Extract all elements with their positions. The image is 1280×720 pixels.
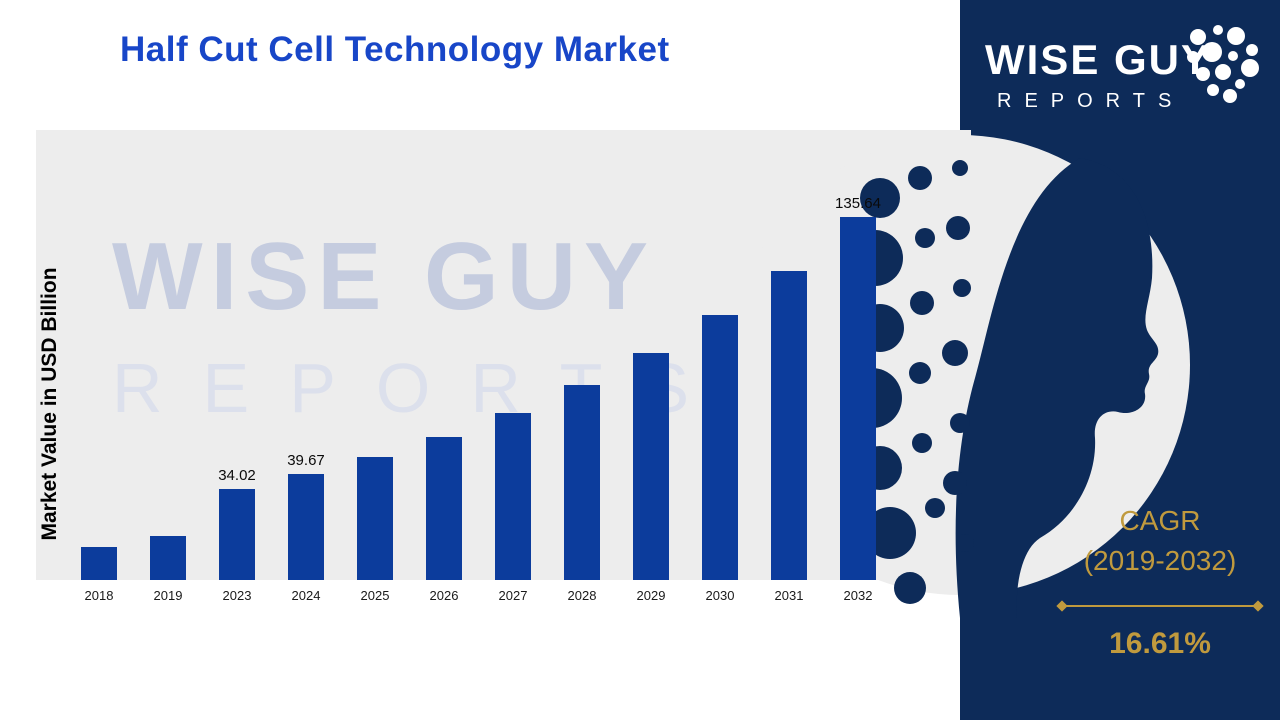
bar-column: 39.67 2024 (277, 130, 335, 604)
bar (840, 217, 876, 580)
bar (81, 547, 117, 580)
x-axis-tick-label: 2031 (774, 588, 804, 603)
bar-column: 2027 (484, 130, 542, 604)
cagr-label: CAGR (1119, 505, 1201, 536)
logo-head-icon (1187, 25, 1259, 103)
bar-column: 34.02 2023 (208, 130, 266, 604)
x-axis-tick-label: 2026 (429, 588, 459, 603)
cagr-period: (2019-2032) (1083, 545, 1237, 576)
cagr-value: 16.61% (1109, 627, 1211, 660)
x-axis-tick-label: 2028 (567, 588, 597, 603)
bar-column: 2028 (553, 130, 611, 604)
bar-column: 2019 (139, 130, 197, 604)
x-axis-tick-label: 2024 (291, 588, 321, 603)
bar-column: 2018 (70, 130, 128, 604)
x-axis-tick-label: 2023 (222, 588, 252, 603)
bar (495, 413, 531, 580)
bar-chart: 2018 2019 34.02 2023 39.67 2024 2025 2026 2027 20… (70, 130, 887, 604)
divider-line (1060, 605, 1260, 607)
bar-value-label: 135.64 (835, 195, 881, 212)
x-axis-tick-label: 2030 (705, 588, 735, 603)
x-axis-tick-label: 2027 (498, 588, 528, 603)
bar-column: 2025 (346, 130, 404, 604)
bar (633, 353, 669, 580)
bar-column: 2030 (691, 130, 749, 604)
bar-value-label: 34.02 (218, 467, 256, 484)
logo-subtitle: REPORTS (997, 90, 1185, 112)
bar (426, 437, 462, 580)
bar-column: 135.64 2032 (829, 130, 887, 604)
x-axis-tick-label: 2019 (153, 588, 183, 603)
bar (288, 474, 324, 580)
logo: WISE GUY REPORTS (985, 36, 1211, 113)
bar (771, 271, 807, 580)
page-title: Half Cut Cell Technology Market (120, 30, 670, 69)
bar (357, 457, 393, 580)
x-axis-tick-label: 2029 (636, 588, 666, 603)
y-axis-label: Market Value in USD Billion (38, 267, 61, 541)
head-silhouette-decoration (850, 158, 1159, 618)
logo-wordmark: WISE GUY (985, 36, 1212, 83)
bar-column: 2029 (622, 130, 680, 604)
bar-column: 2026 (415, 130, 473, 604)
bar-value-label: 39.67 (287, 452, 325, 469)
bar (564, 385, 600, 580)
bar-column: 2031 (760, 130, 818, 604)
x-axis-tick-label: 2032 (843, 588, 873, 603)
bar (150, 536, 186, 580)
bar (702, 315, 738, 580)
x-axis-tick-label: 2025 (360, 588, 390, 603)
cagr-block: CAGR (2019-2032) 16.61% (1050, 505, 1270, 661)
bar (219, 489, 255, 580)
x-axis-tick-label: 2018 (84, 588, 114, 603)
